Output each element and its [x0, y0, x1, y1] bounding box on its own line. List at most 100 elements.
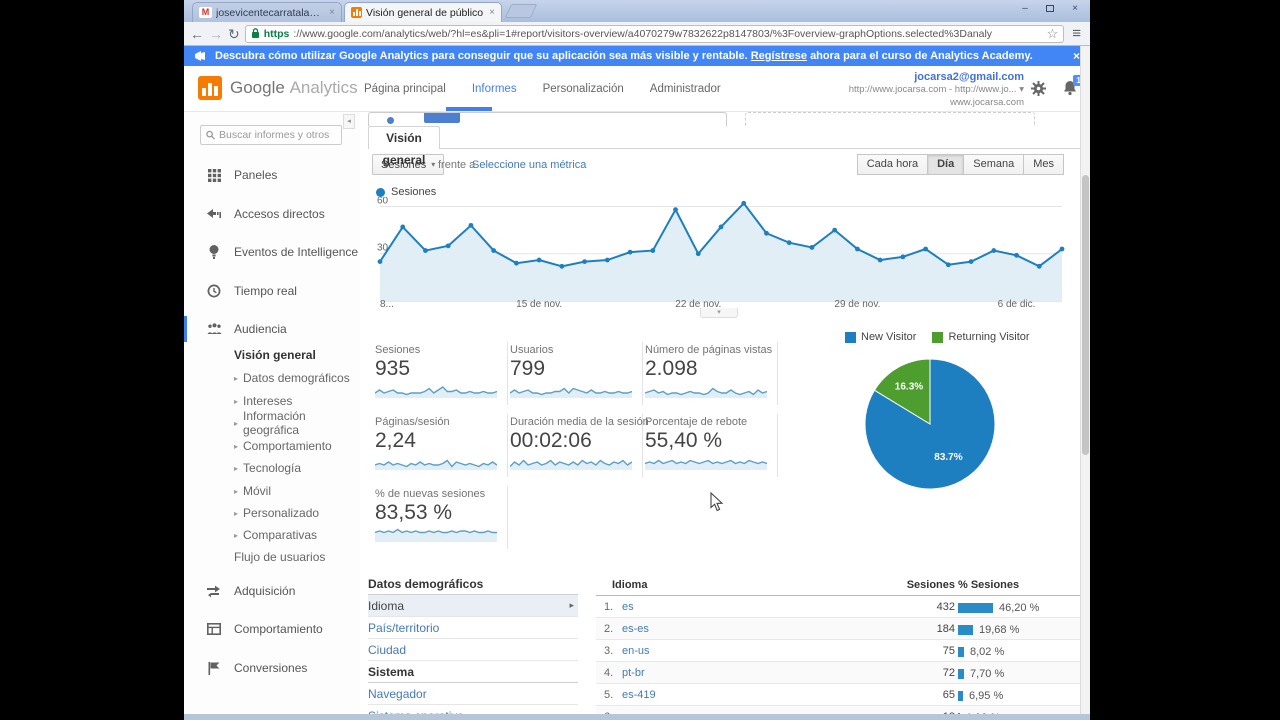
new-tab-button[interactable] [504, 4, 538, 18]
banner-register-link[interactable]: Regístrese [750, 50, 807, 62]
sidebar-item-comportamiento[interactable]: Comportamiento [184, 616, 360, 642]
sidebar-item-vision-general[interactable]: Visión general [234, 348, 316, 362]
sidebar-item-conversiones[interactable]: Conversiones [184, 655, 360, 681]
chrome-menu-icon[interactable]: ≡ [1072, 25, 1081, 42]
segment-card-stub[interactable] [368, 112, 727, 126]
close-button[interactable]: × [1072, 3, 1078, 14]
language-link[interactable]: es [622, 601, 634, 613]
tab-vision-general[interactable]: Visión general [368, 126, 440, 167]
svg-text:30: 30 [377, 243, 389, 254]
sidebar-collapse-icon[interactable]: ◂ [343, 114, 355, 129]
metric-cards: Sesiones 935 Usuarios 799 Número de pági… [373, 342, 778, 549]
banner-close-icon[interactable]: × [1072, 49, 1080, 63]
demo-item-ciudad[interactable]: Ciudad [368, 639, 578, 661]
granularity-cada-hora[interactable]: Cada hora [856, 154, 929, 175]
sidebar-item-accesos-directos[interactable]: Accesos directos [184, 201, 360, 227]
percent-bar [958, 603, 993, 613]
address-bar[interactable]: https ://www.google.com/analytics/web/?h… [244, 24, 1065, 43]
demo-item-sistema-operativo[interactable]: Sistema operativo [368, 705, 578, 715]
visitor-type-pie-chart[interactable]: 83.7% 16.3% [855, 349, 1005, 499]
demographics-menu: Datos demográficos Idioma ▸ País/territo… [368, 577, 578, 714]
sidebar-item-datos-demograficos[interactable]: ▸ Datos demográficos [234, 371, 350, 385]
acquisition-arrows-icon [206, 585, 222, 598]
metric-card-usuarios[interactable]: Usuarios 799 [508, 342, 643, 405]
metric-card-sesiones[interactable]: Sesiones 935 [373, 342, 508, 405]
account-selector[interactable]: jocarsa2@gmail.com http://www.jocarsa.co… [849, 70, 1024, 109]
chart-collapse-button[interactable]: ▾ [700, 308, 738, 318]
sidebar-item-adquisicion[interactable]: Adquisición [184, 578, 360, 604]
restore-button[interactable] [1038, 1, 1062, 17]
sidebar-item-intereses[interactable]: ▸ Intereses [234, 394, 293, 408]
nav-informes[interactable]: Informes [471, 83, 517, 95]
browser-tab-analytics[interactable]: Visión general de público × [344, 2, 502, 22]
nav-pagina-principal[interactable]: Página principal [364, 83, 446, 95]
metric-card-paginas-sesion[interactable]: Páginas/sesión 2,24 [373, 414, 508, 477]
active-nav-underline [446, 107, 492, 111]
metric-dropdown[interactable]: Sesiones ▾ [372, 154, 445, 175]
sidebar-item-flujo-usuarios[interactable]: Flujo de usuarios [234, 550, 326, 564]
sidebar-item-paneles[interactable]: Paneles [184, 162, 360, 188]
language-link[interactable]: es-419 [622, 689, 656, 701]
granularity-mes[interactable]: Mes [1023, 154, 1064, 175]
sidebar-search [200, 125, 342, 145]
sidebar-item-eventos-intelligence[interactable]: Eventos de Intelligence [184, 239, 360, 265]
reload-icon[interactable]: ↻ [228, 25, 240, 42]
forward-icon[interactable]: → [209, 25, 223, 42]
table-row: 5. es-419 65 6,95 % [596, 684, 1080, 706]
chevron-right-icon: ▸ [234, 441, 239, 451]
gmail-favicon: M [199, 7, 212, 18]
language-link[interactable]: pt-br [622, 667, 645, 679]
scrollbar-thumb[interactable] [1082, 175, 1089, 455]
select-metric-link[interactable]: Seleccione una métrica [472, 159, 587, 171]
sessions-line-chart[interactable]: 30 60 8... 15 de nov. 22 de nov. 29 de nov. 6 … [375, 197, 1067, 311]
granularity-dia[interactable]: Día [927, 154, 965, 175]
url-scheme: https [263, 27, 290, 40]
new-visitor-swatch [845, 331, 856, 343]
notifications-bell-icon[interactable] [1062, 80, 1078, 101]
demo-item-idioma[interactable]: Idioma ▸ [368, 595, 578, 617]
back-icon[interactable]: ← [190, 25, 204, 42]
percent-bar [958, 691, 963, 701]
sparkline [374, 386, 498, 399]
demo-item-pais[interactable]: País/territorio [368, 617, 578, 639]
metric-card-duracion[interactable]: Duración media de la sesión 00:02:06 [508, 414, 649, 477]
nav-personalizacion[interactable]: Personalización [542, 83, 624, 95]
lock-icon [251, 28, 259, 38]
demo-item-navegador[interactable]: Navegador [368, 683, 578, 705]
sidebar-item-comportamiento-sub[interactable]: ▸ Comportamiento [234, 439, 332, 453]
chevron-right-icon: ▸ [234, 530, 239, 540]
language-link[interactable]: es-mx [622, 711, 652, 714]
bookmark-star-icon[interactable]: ☆ [1046, 25, 1059, 41]
page-scrollbar[interactable] [1080, 46, 1090, 714]
metric-card-paginas-vistas[interactable]: Número de páginas vistas 2.098 [643, 342, 778, 405]
add-segment-stub[interactable] [745, 112, 1035, 126]
search-icon [206, 130, 215, 140]
language-link[interactable]: es-es [622, 623, 649, 635]
tab-close-icon[interactable]: × [489, 7, 495, 18]
metric-card-nuevas-sesiones[interactable]: % de nuevas sesiones 83,53 % [373, 486, 508, 549]
banner-text: Descubra cómo utilizar Google Analytics … [215, 50, 1033, 62]
sidebar-item-movil[interactable]: ▸ Móvil [234, 484, 272, 498]
sidebar-item-comparativas[interactable]: ▸ Comparativas [234, 528, 318, 542]
sidebar-item-audiencia[interactable]: Audiencia [184, 316, 360, 342]
granularity-semana[interactable]: Semana [963, 154, 1025, 175]
sidebar-item-tiempo-real[interactable]: Tiempo real [184, 278, 360, 304]
sidebar-item-informacion-geografica[interactable]: ▸ Información geográfica [234, 409, 306, 437]
nav-administrador[interactable]: Administrador [649, 83, 721, 95]
returning-visitor-swatch [932, 331, 944, 343]
minimize-button[interactable]: – [1022, 3, 1028, 14]
language-link[interactable]: en-us [622, 645, 650, 657]
analytics-logo-icon [198, 76, 222, 100]
analytics-nav: Página principal Informes Personalizació… [364, 66, 721, 112]
metric-card-rebote[interactable]: Porcentaje de rebote 55,40 % [643, 414, 778, 477]
tab-close-icon[interactable]: × [329, 7, 335, 18]
table-header: Idioma Sesiones % Sesiones [596, 577, 1080, 596]
sidebar-item-tecnologia[interactable]: ▸ Tecnología [234, 461, 302, 475]
search-input[interactable] [219, 129, 336, 141]
table-row: 3. en-us 75 8,02 % [596, 640, 1080, 662]
browser-tab-gmail[interactable]: M josevicentecarratala@gm × [192, 2, 342, 22]
analytics-logo[interactable]: Google Analytics [198, 76, 358, 100]
settings-gear-icon[interactable] [1031, 81, 1046, 101]
sidebar-item-personalizado[interactable]: ▸ Personalizado [234, 506, 320, 520]
